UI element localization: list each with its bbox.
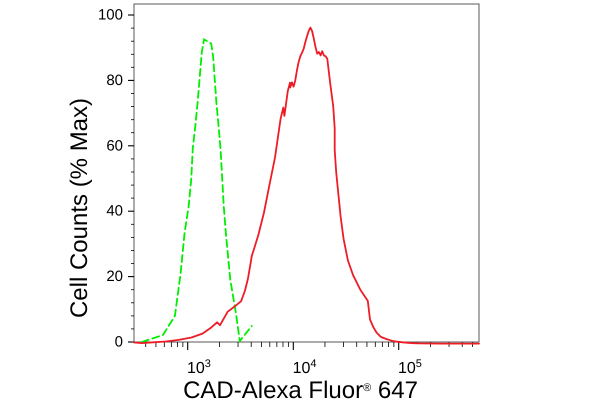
- svg-text:20: 20: [106, 268, 123, 285]
- svg-text:0: 0: [115, 334, 123, 351]
- svg-text:60: 60: [106, 137, 123, 154]
- svg-text:105: 105: [398, 358, 422, 377]
- svg-text:104: 104: [293, 358, 317, 377]
- svg-text:103: 103: [187, 358, 211, 377]
- svg-text:40: 40: [106, 203, 123, 220]
- svg-text:80: 80: [106, 72, 123, 89]
- svg-text:100: 100: [98, 7, 123, 24]
